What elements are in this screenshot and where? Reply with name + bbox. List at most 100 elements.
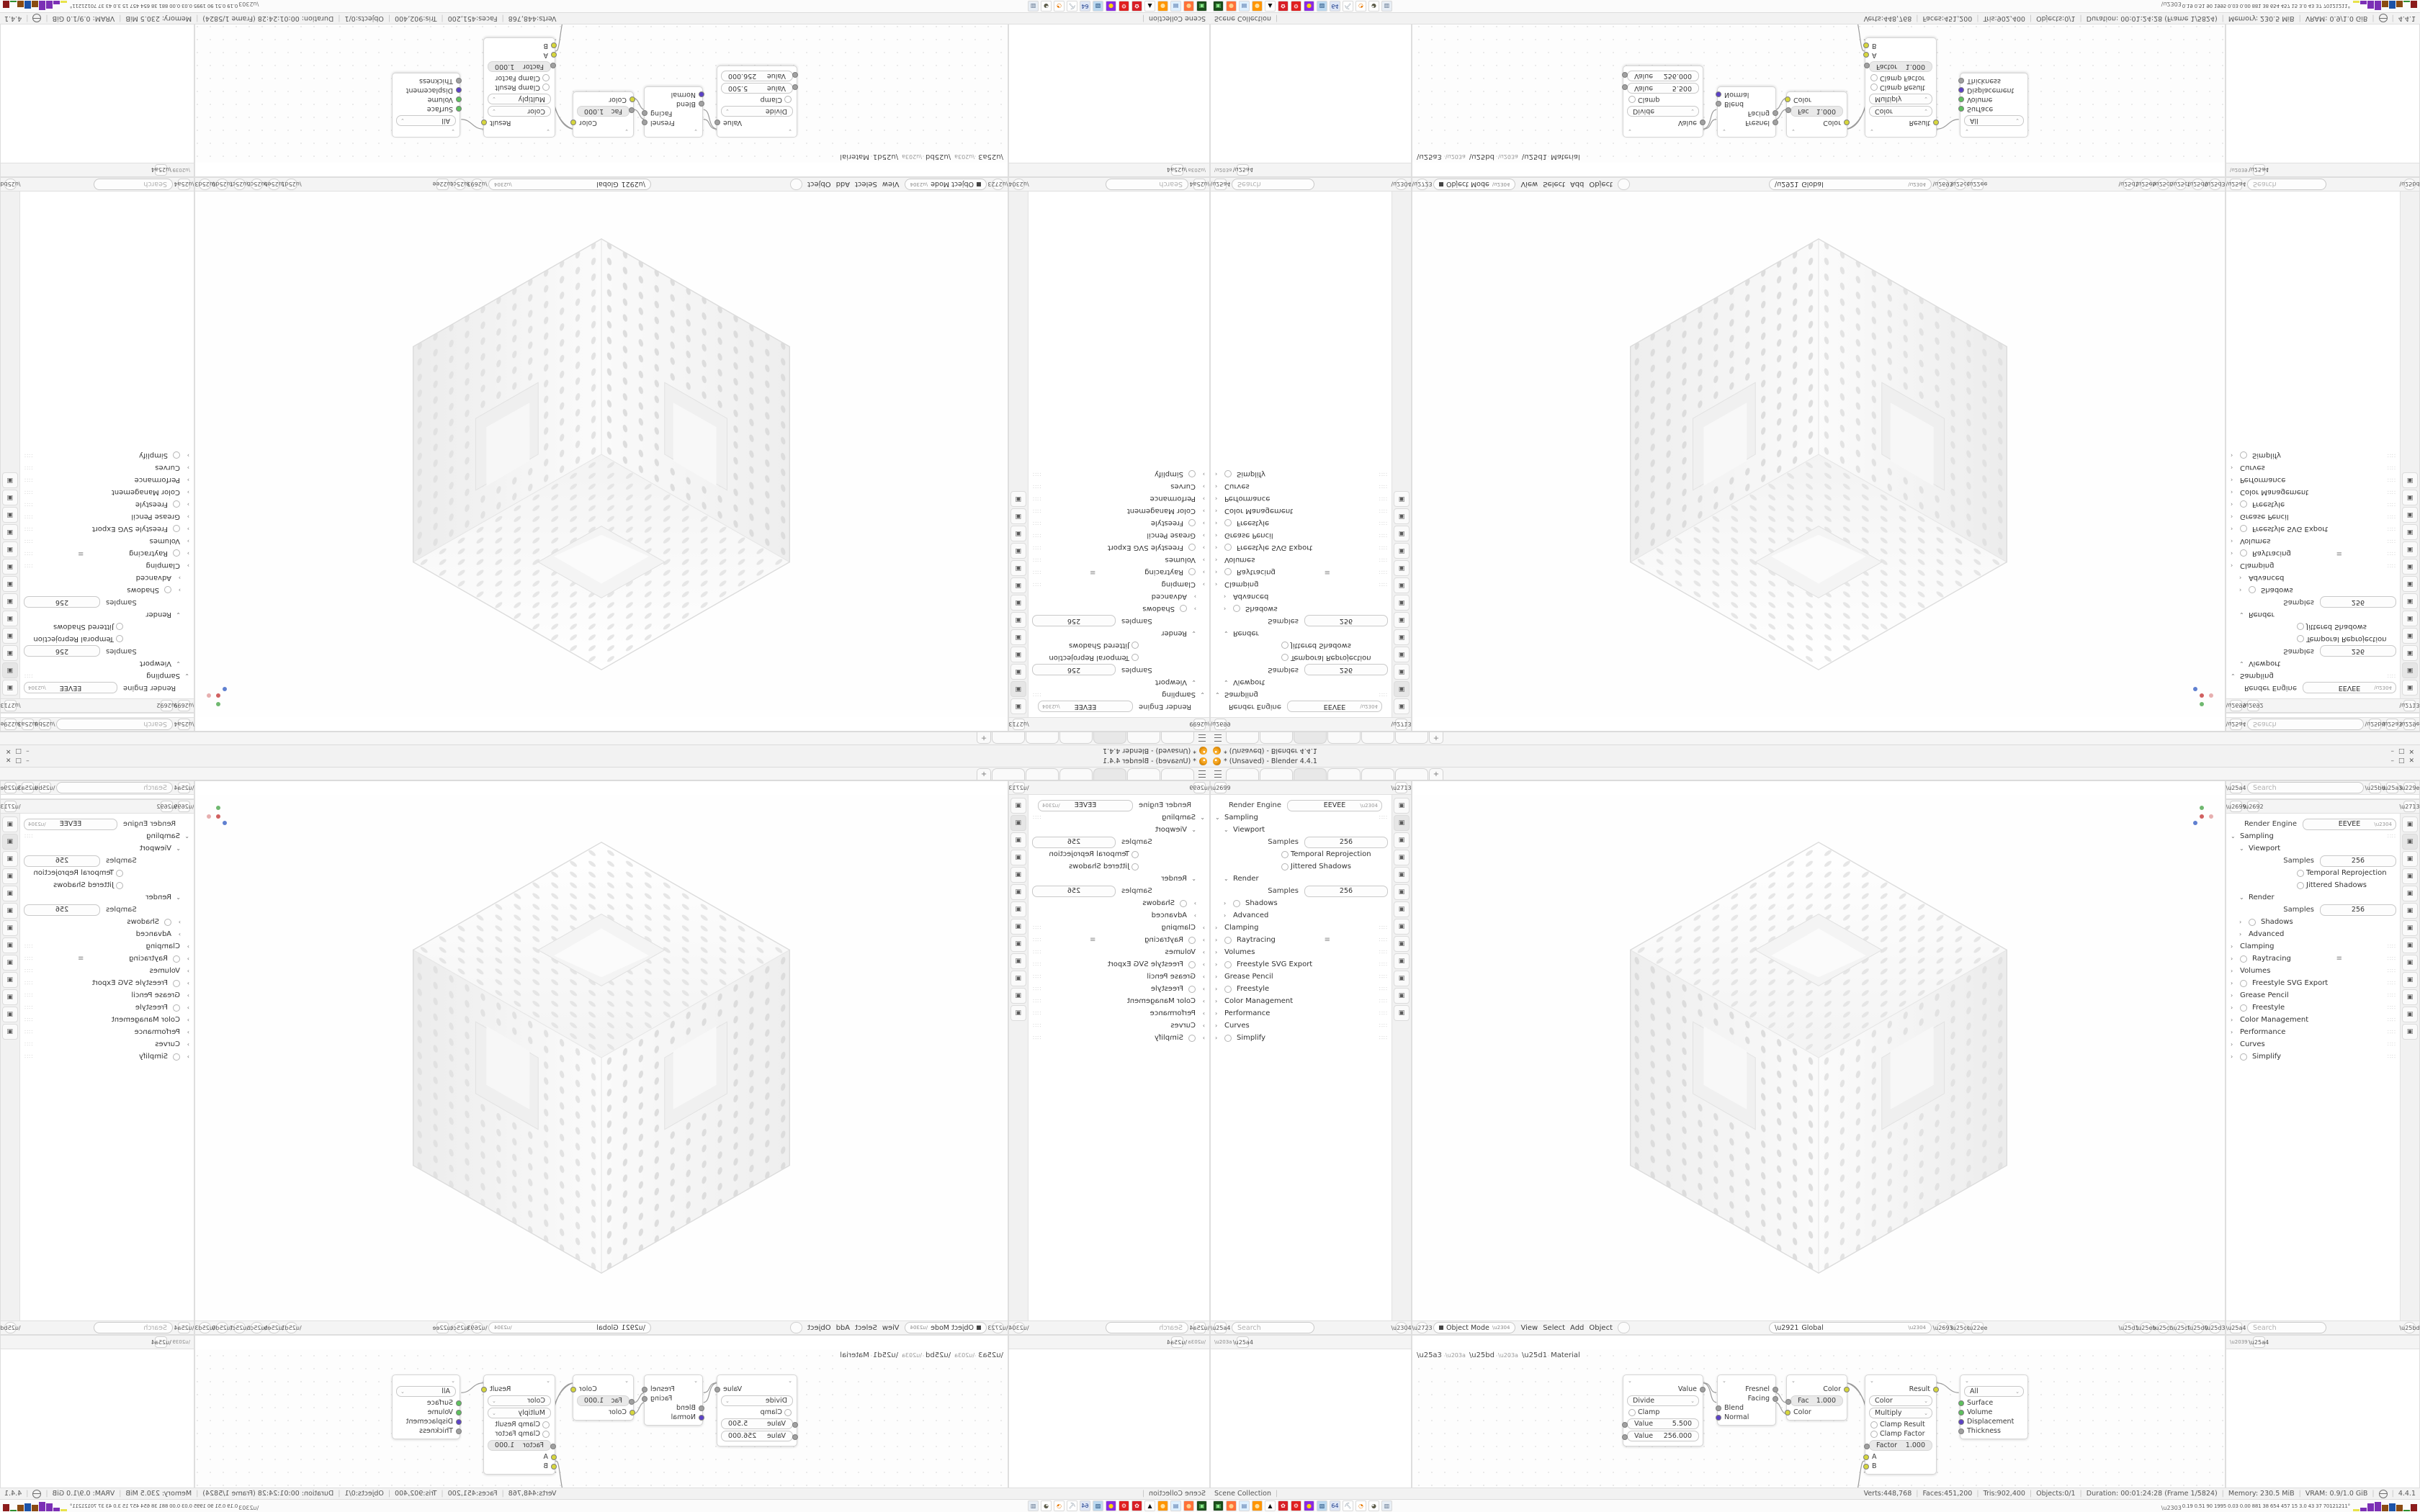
node-input[interactable]: Blend [1715, 1403, 1775, 1413]
tab-material[interactable]: ▣ [1010, 1005, 1026, 1021]
shader-node-editor[interactable]: \u25a3 \u203a \u25bd \u203a \u25d1 Mater… [194, 0, 1008, 177]
taskbar-krita-icon[interactable]: ✿ [1131, 1, 1142, 12]
workspace-tab[interactable] [1260, 768, 1293, 780]
quadrant-bottom-right[interactable]: * (Unsaved) - Blender 4.4.1 – □ ✕ + \u25… [1210, 756, 2420, 1512]
properties-search-input[interactable]: Search [94, 179, 173, 190]
outliner-search-input[interactable]: Search [56, 782, 173, 793]
viewport-shading-solid-icon[interactable]: \u25cf [2172, 179, 2190, 190]
menu-hamburger-icon[interactable] [1214, 770, 1222, 778]
editor-type-icon[interactable]: \u25a4 [174, 1322, 194, 1333]
tab-view-layer[interactable]: ▣ [2, 628, 18, 644]
node-socket[interactable] [456, 87, 462, 94]
property-panel-header[interactable]: › Performance ∷∷ [24, 474, 189, 486]
tab-particles[interactable]: ▣ [1394, 560, 1410, 576]
taskbar-inkscape-icon[interactable]: ▲ [1144, 1, 1155, 12]
panel-drag-handle[interactable]: ∷∷ [24, 464, 33, 471]
tab-output[interactable]: ▣ [2, 851, 18, 867]
editor-type-icon[interactable]: \u25a4 [1211, 1322, 1230, 1333]
workspace-tab-active[interactable] [1093, 732, 1126, 744]
tab-tool[interactable]: ▣ [1010, 698, 1026, 714]
workspace-tab[interactable] [1059, 732, 1093, 744]
property-panel-header[interactable]: › Grease Pencil ∷∷ [1032, 971, 1205, 983]
node-enum-select[interactable]: Divide ⌄ [721, 1395, 793, 1406]
property-panel-header[interactable]: › Performance ∷∷ [1215, 492, 1388, 505]
node-input[interactable]: Displacement [1958, 1417, 2027, 1426]
property-panel-header[interactable]: › Shadows [2231, 584, 2396, 596]
workspace-tab[interactable] [1226, 732, 1259, 744]
property-panel-header[interactable]: › Curves ∷∷ [2231, 462, 2396, 474]
property-value-field[interactable]: 256 [24, 645, 100, 657]
properties-tab-column-secondary[interactable]: ▣ ▣ ▣ ▣ ▣ ▣ ▣ ▣ ▣ ▣ ▣ ▣ ▣ [2400, 192, 2419, 698]
tab-world[interactable]: ▣ [2, 903, 18, 919]
tab-constraint[interactable]: ▣ [2, 989, 18, 1005]
left-side-editor[interactable]: \u203a \u25a4 \u25a4 \u2692 Search \u25b… [1008, 0, 1210, 177]
property-panel-header[interactable]: ⌄ Viewport [1215, 824, 1388, 836]
viewport-menu-view[interactable]: View [1520, 180, 1538, 189]
panel-toggle-checkbox[interactable] [1224, 960, 1232, 968]
node-value-field[interactable]: Fac 1.000 [1785, 1395, 1843, 1406]
property-panel-header[interactable]: › Color Management ∷∷ [1032, 505, 1205, 517]
node-header[interactable]: ⌄ [573, 127, 633, 135]
node-value-field[interactable]: Value 256.000 [721, 71, 798, 81]
panel-drag-handle[interactable]: ∷∷ [2387, 992, 2396, 999]
node-socket[interactable] [1772, 110, 1778, 117]
tab-constraint[interactable]: ▣ [2402, 507, 2418, 523]
panel-toggle-checkbox[interactable] [1188, 985, 1196, 993]
chevron-down-icon[interactable]: ⌄ [546, 128, 550, 135]
property-panel-header[interactable]: › Clamping ∷∷ [1215, 578, 1388, 590]
tab-view-layer[interactable]: ▣ [1394, 647, 1410, 662]
node-output[interactable]: Result [1865, 118, 1939, 127]
node-value-field[interactable]: Fac 1.000 [577, 1395, 635, 1406]
property-value-field[interactable]: 256 [24, 904, 100, 916]
tab-output[interactable]: ▣ [2402, 851, 2418, 867]
render-engine-select[interactable]: EEVEE \u2304 [24, 682, 117, 694]
chevron-down-icon[interactable]: ⌄ [1791, 1377, 1796, 1384]
close-button[interactable]: ✕ [2408, 757, 2414, 765]
properties-icon[interactable]: \u2699 [174, 801, 194, 812]
property-panel-header[interactable]: ⌄ Sampling ∷∷ [1215, 811, 1388, 824]
node-input[interactable]: Color [573, 1408, 636, 1417]
checkbox-icon[interactable] [1870, 1421, 1878, 1428]
tab-modifier[interactable]: ▣ [1010, 919, 1026, 935]
property-panel-header[interactable]: › Curves ∷∷ [2231, 1038, 2396, 1050]
overlays-icon[interactable]: \u25d1 [2118, 1322, 2139, 1333]
maximize-button[interactable]: □ [2398, 747, 2405, 755]
tab-tool[interactable]: ▣ [2402, 680, 2418, 696]
node-socket[interactable] [481, 120, 488, 126]
workspace-tab[interactable] [1361, 768, 1394, 780]
node-input[interactable]: Normal [645, 1413, 705, 1422]
new-collection-icon[interactable]: \u229e [1, 719, 20, 730]
tab-data[interactable]: ▣ [2402, 1007, 2418, 1022]
checkbox-icon[interactable] [1281, 850, 1289, 858]
taskbar-firefox-icon[interactable]: ● [1183, 1, 1194, 12]
node-socket[interactable] [1958, 1418, 1964, 1425]
panel-toggle-checkbox[interactable] [1224, 936, 1232, 944]
list-icon[interactable]: ≡ [1324, 568, 1331, 576]
tab-physics[interactable]: ▣ [2402, 972, 2418, 988]
panel-drag-handle[interactable]: ∷∷ [2387, 1017, 2396, 1023]
viewport-3d[interactable]: \u2723 Object Mode \u2304 View Select Ad… [194, 177, 1008, 732]
panel-toggle-checkbox[interactable] [1233, 605, 1240, 613]
properties-search-input[interactable]: Search [1232, 1322, 1314, 1333]
taskbar-settings-icon[interactable]: ⚙ [1119, 1500, 1129, 1511]
node-checkbox[interactable]: Clamp Factor [484, 73, 555, 83]
panel-drag-handle[interactable]: ∷∷ [24, 955, 33, 962]
panel-drag-handle[interactable]: ∷∷ [1032, 998, 1041, 1004]
expand-icon[interactable]: \u2303 [238, 1505, 259, 1511]
editor-type-icon[interactable]: \u2723 [987, 179, 1008, 190]
pin-icon[interactable]: \u2713 [0, 700, 21, 711]
taskbar-krita-icon[interactable]: ✿ [1278, 1500, 1289, 1511]
node-socket[interactable] [1958, 96, 1964, 103]
viewport-3d[interactable]: \u2723 Object Mode \u2304 View Select Ad… [1412, 177, 2226, 732]
taskbar-documents-icon[interactable]: ▥ [1028, 1, 1039, 12]
node-socket[interactable] [699, 91, 705, 98]
node-checkbox[interactable]: Clamp [717, 95, 797, 104]
property-checkbox-row[interactable]: Temporal Reprojection [1032, 652, 1205, 664]
properties-editor-secondary[interactable]: \u2699 \u2692 \u2713 Render Engine EEVEE… [2226, 177, 2420, 713]
proportional-edit-icon[interactable]: \u25cc [1950, 179, 1970, 190]
property-panel-header[interactable]: › Freestyle ∷∷ [24, 1002, 189, 1014]
gizmo-toggle-icon[interactable] [790, 1322, 802, 1333]
property-panel-header[interactable]: › Volumes ∷∷ [24, 535, 189, 547]
proportional-edit-icon[interactable]: \u25cc [1950, 1322, 1970, 1333]
panel-toggle-checkbox[interactable] [173, 525, 180, 533]
